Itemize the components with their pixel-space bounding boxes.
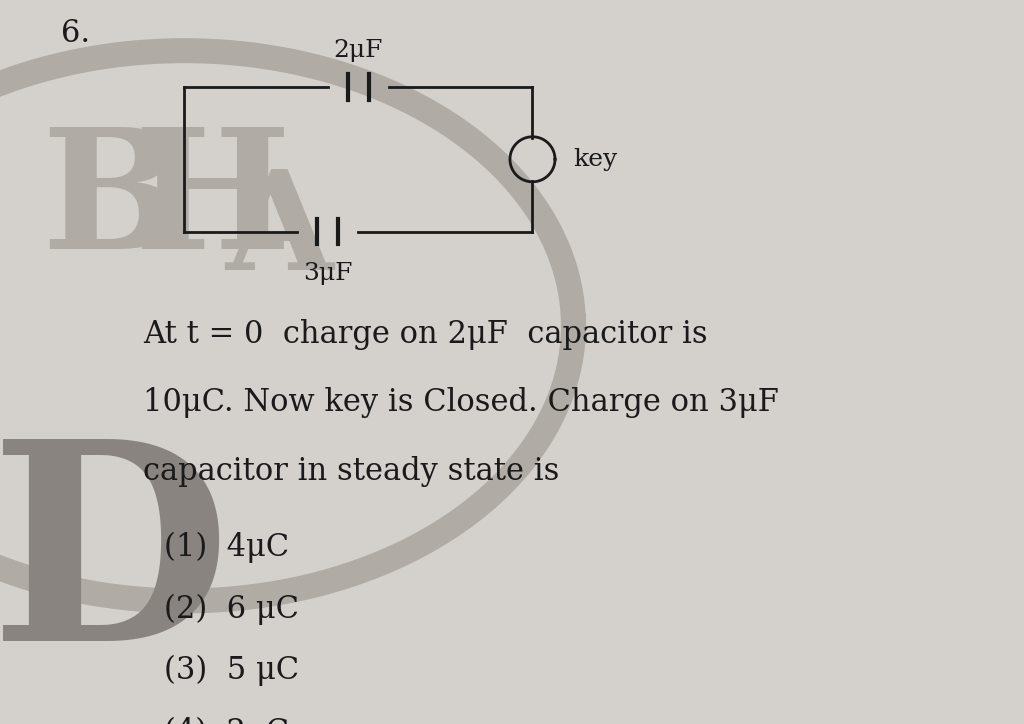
Text: capacitor in steady state is: capacitor in steady state is	[143, 456, 560, 487]
Text: 3μF: 3μF	[303, 262, 352, 285]
Text: (2)  6 μC: (2) 6 μC	[164, 594, 299, 625]
Text: H: H	[133, 122, 291, 284]
Text: 2μF: 2μF	[334, 38, 383, 62]
Text: B: B	[41, 122, 182, 284]
Text: 10μC. Now key is Closed. Charge on 3μF: 10μC. Now key is Closed. Charge on 3μF	[143, 387, 779, 418]
Text: 6.: 6.	[61, 18, 90, 49]
Text: key: key	[573, 148, 617, 171]
Text: (3)  5 μC: (3) 5 μC	[164, 655, 299, 686]
Text: At t = 0  charge on 2μF  capacitor is: At t = 0 charge on 2μF capacitor is	[143, 319, 708, 350]
Text: (4)  2μC: (4) 2μC	[164, 717, 289, 724]
Text: A: A	[225, 164, 333, 299]
Text: D: D	[0, 430, 230, 699]
Text: (1)  4μC: (1) 4μC	[164, 532, 289, 563]
